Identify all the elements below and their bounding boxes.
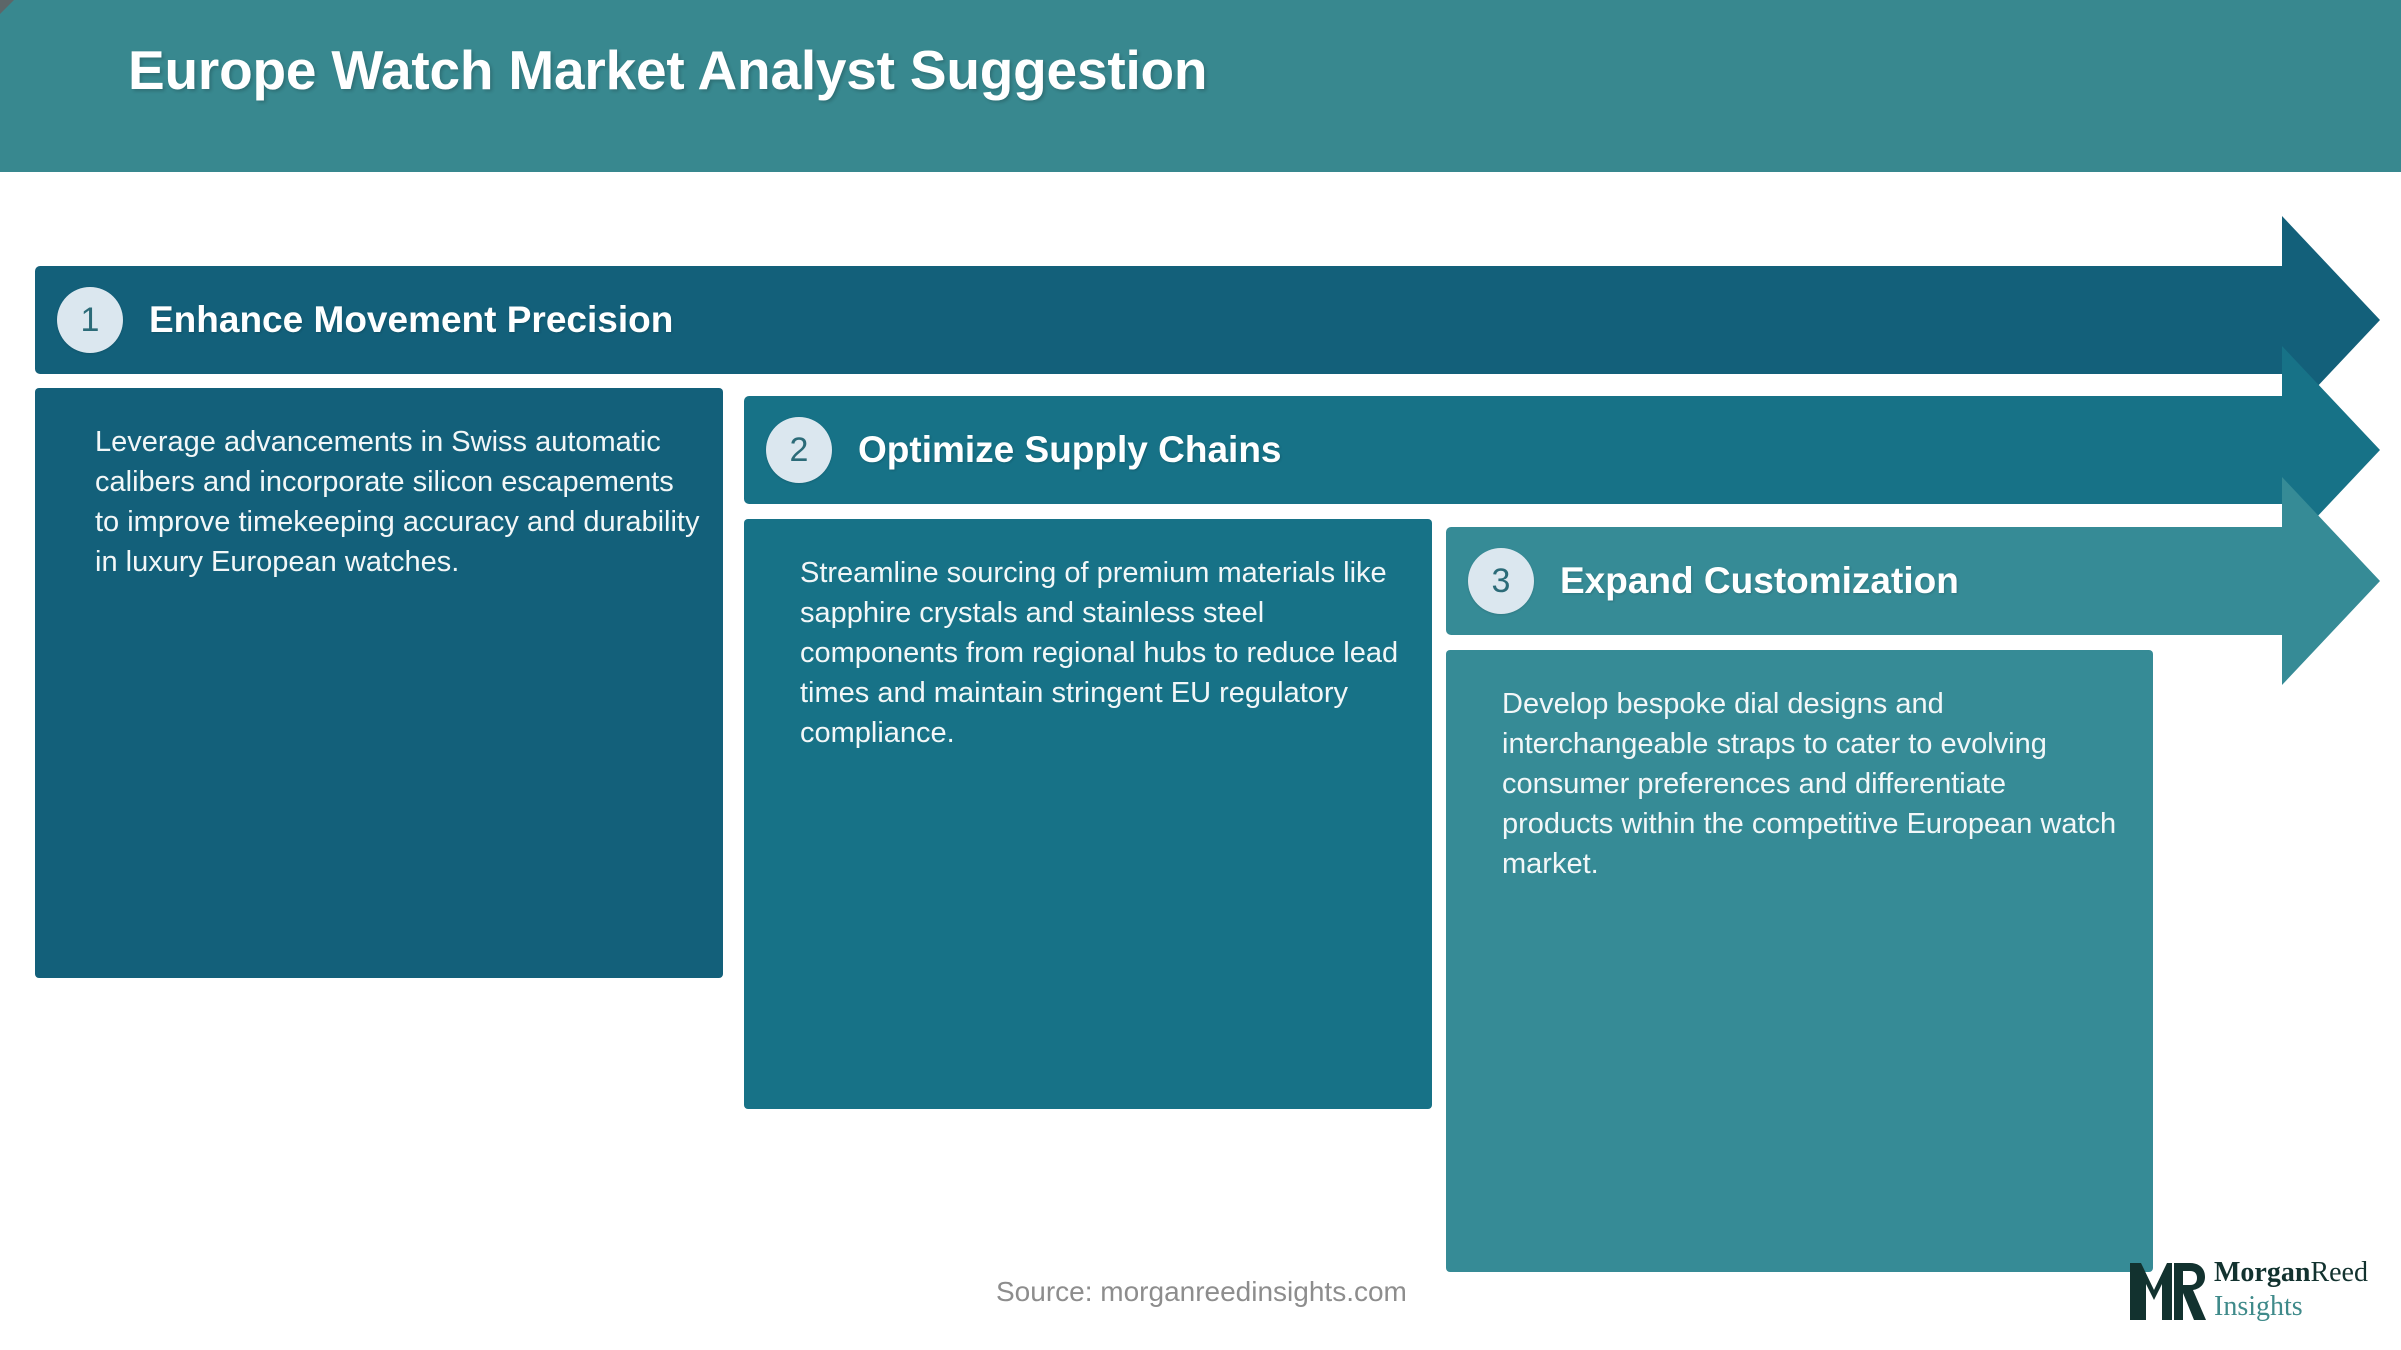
step-body-box-1: Leverage advancements in Swiss automatic…: [35, 388, 723, 978]
header-bar: Europe Watch Market Analyst Suggestion: [0, 0, 2401, 172]
step-number-2: 2: [766, 417, 832, 483]
step-band-3-content: 3 Expand Customization: [1446, 527, 2230, 635]
step-band-2[interactable]: 2 Optimize Supply Chains: [744, 346, 2380, 554]
brand-name-bold: Morgan: [2214, 1257, 2311, 1288]
step-title-3: Expand Customization: [1560, 560, 1959, 601]
brand-name: MorganReed: [2214, 1256, 2368, 1290]
step-band-2-bar: [744, 396, 2230, 504]
step-body-text-3: Develop bespoke dial designs and interch…: [1502, 688, 2117, 880]
brand-tagline: Insights: [2214, 1291, 2303, 1322]
step-band-3[interactable]: 3 Expand Customization: [1446, 477, 2380, 685]
step-body-box-2: Streamline sourcing of premium materials…: [744, 519, 1432, 1109]
step-band-1[interactable]: 1 Enhance Movement Precision: [35, 216, 2380, 424]
source-note: Source: morganreedinsights.com: [996, 1276, 1407, 1307]
page-title: Europe Watch Market Analyst Suggestion: [128, 39, 1208, 101]
brand-logo-text: MorganReed Insights: [2214, 1256, 2368, 1324]
step-band-3-arrowhead: [2230, 477, 2380, 685]
step-band-1-arrowhead: [2230, 216, 2380, 424]
step-body-text-2: Streamline sourcing of premium materials…: [800, 557, 1399, 749]
step-title-2: Optimize Supply Chains: [858, 429, 1282, 470]
step-band-1-bar: [35, 266, 2230, 374]
step-band-3-bar: [1446, 527, 2230, 635]
step-number-3: 3: [1468, 548, 1534, 614]
step-band-2-content: 2 Optimize Supply Chains: [744, 396, 2230, 504]
brand-logo[interactable]: MorganReed Insights: [2128, 1256, 2368, 1330]
step-band-2-arrowhead: [2230, 346, 2380, 554]
step-title-1: Enhance Movement Precision: [149, 299, 674, 340]
step-body-box-3: Develop bespoke dial designs and interch…: [1446, 650, 2153, 1272]
step-number-1: 1: [57, 287, 123, 353]
brand-name-regular: Reed: [2310, 1257, 2368, 1288]
header-corner-accent: [0, 0, 14, 14]
step-band-1-content: 1 Enhance Movement Precision: [35, 266, 2230, 374]
step-body-text-1: Leverage advancements in Swiss automatic…: [95, 426, 700, 578]
mr-monogram-icon: [2128, 1260, 2206, 1322]
